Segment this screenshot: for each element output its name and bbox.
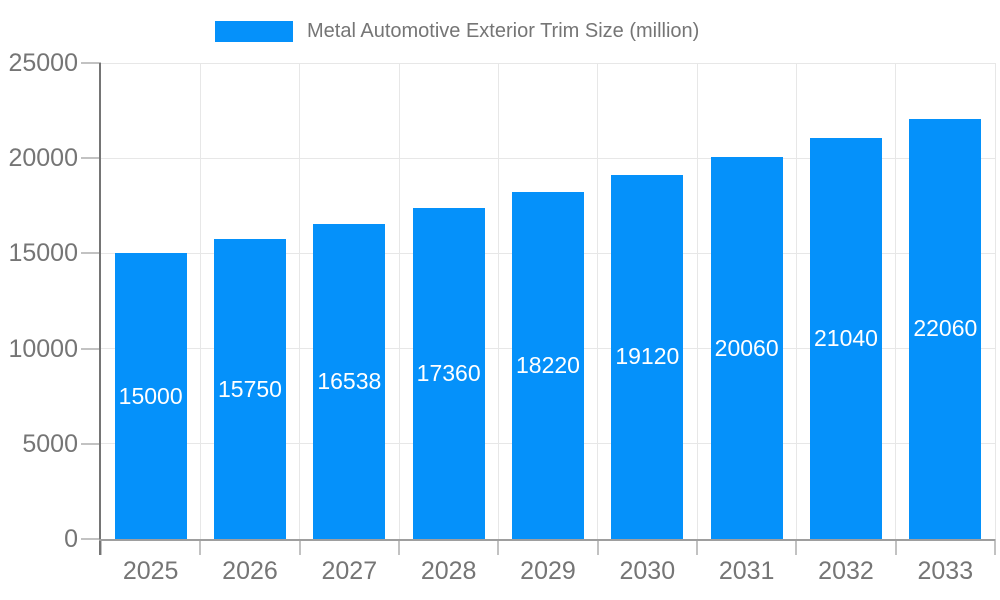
y-tick-label: 25000 [8,49,78,77]
bar[interactable]: 20060 [710,157,783,539]
x-axis-tick [298,539,301,555]
x-tick-label: 2032 [818,557,874,585]
legend-swatch [215,20,293,42]
y-tick-label: 20000 [8,144,78,173]
y-axis-line [99,63,101,555]
bar-value-label: 19120 [615,343,680,370]
y-axis-tick [81,347,101,350]
y-axis-tick [81,62,101,64]
gridline-vertical [696,63,698,539]
bar[interactable]: 15750 [214,239,286,539]
x-axis-tick [199,539,202,555]
gridline-horizontal [101,157,995,159]
bar-value-label: 16538 [317,368,382,395]
bar-value-label: 17360 [416,360,481,387]
y-axis-tick [81,538,101,540]
x-axis-tick [696,539,698,555]
x-tick-label: 2028 [420,557,477,585]
x-axis-line [99,539,995,541]
bar-value-label: 21040 [814,325,878,352]
bar[interactable]: 22060 [909,118,982,539]
gridline-vertical [994,63,996,539]
x-axis-tick [100,539,102,555]
bar[interactable]: 21040 [810,138,882,539]
x-tick-label: 2025 [122,557,179,585]
x-axis-tick [398,539,400,555]
y-tick-label: 0 [64,525,78,553]
gridline-vertical [398,63,400,539]
bar-value-label: 20060 [714,334,779,361]
x-axis-tick [994,539,996,555]
y-axis-tick [81,157,101,160]
x-axis-tick [894,539,897,555]
bar-value-label: 15750 [218,375,282,402]
x-axis-tick [497,539,500,555]
x-tick-label: 2031 [718,557,775,585]
x-tick-label: 2030 [619,557,676,585]
legend-item[interactable]: Metal Automotive Exterior Trim Size (mil… [215,16,699,46]
x-axis-tick [795,539,798,555]
x-axis-tick [596,539,599,555]
gridline-vertical [895,63,897,539]
gridline-horizontal [101,62,995,64]
y-tick-label: 15000 [8,239,78,268]
bar-value-label: 22060 [913,315,978,342]
x-tick-label: 2026 [222,557,278,585]
legend-label: Metal Automotive Exterior Trim Size (mil… [307,20,700,42]
x-tick-label: 2027 [321,557,378,585]
x-tick-label: 2029 [520,557,576,585]
y-tick-label: 5000 [22,429,78,458]
gridline-vertical [795,63,797,539]
gridline-vertical [199,63,201,539]
y-tick-label: 10000 [8,334,78,363]
x-tick-label: 2033 [917,557,974,585]
bar[interactable]: 18220 [512,192,584,539]
bar[interactable]: 15000 [114,253,187,539]
bar[interactable]: 17360 [412,208,485,539]
y-axis-tick [81,442,101,445]
bar[interactable]: 16538 [313,224,386,539]
bar-value-label: 18220 [516,352,580,379]
gridline-vertical [299,63,301,539]
gridline-vertical [597,63,599,539]
y-axis-tick [81,252,101,255]
bar[interactable]: 19120 [611,174,684,539]
bar-value-label: 15000 [118,382,183,409]
gridline-vertical [497,63,499,539]
